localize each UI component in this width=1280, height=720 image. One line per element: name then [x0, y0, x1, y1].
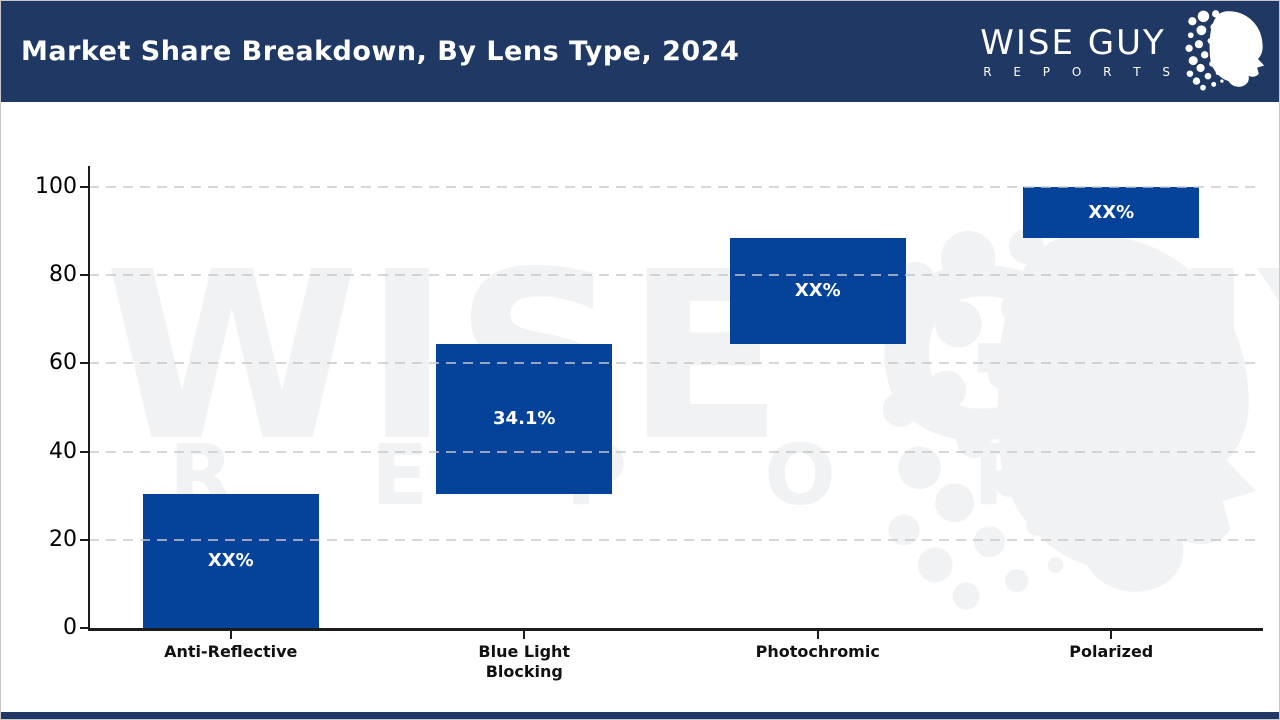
bar-value-label: 34.1%: [493, 408, 556, 430]
y-tick-label: 40: [49, 438, 77, 464]
x-tick-mark: [816, 630, 819, 639]
x-category-label: Blue Light Blocking: [478, 642, 571, 681]
watermark-head-icon: [882, 228, 1256, 610]
x-tick-mark: [1110, 630, 1113, 639]
bar-value-label: XX%: [794, 280, 841, 302]
gridline: [89, 186, 1259, 188]
bar-anti-reflective: XX%: [142, 493, 319, 628]
x-tick-mark: [229, 630, 232, 639]
bar-blue-light-blocking: 34.1%: [436, 343, 613, 494]
y-tick-mark: [80, 538, 88, 541]
gridline: [89, 538, 1259, 541]
y-axis-line: [88, 166, 90, 630]
y-tick-mark: [80, 362, 88, 365]
y-tick-label: 20: [49, 526, 77, 552]
x-category-label: Photochromic: [755, 642, 880, 661]
x-axis-line: [88, 628, 1263, 631]
y-tick-mark: [80, 274, 88, 277]
wiseguy-logo: WISE GUY R E P O R T S: [980, 8, 1279, 96]
page-title: Market Share Breakdown, By Lens Type, 20…: [21, 36, 740, 67]
y-tick-label: 100: [35, 174, 77, 199]
gridline: [89, 274, 1259, 277]
y-tick-mark: [80, 627, 88, 629]
x-tick-mark: [523, 630, 526, 639]
gridline: [89, 450, 1259, 453]
footer-bar: [1, 712, 1279, 719]
y-tick-label: 80: [49, 262, 77, 288]
y-tick-label: 0: [63, 615, 77, 640]
bar-value-label: XX%: [1088, 202, 1135, 224]
y-tick-mark: [80, 450, 88, 453]
header-bar: Market Share Breakdown, By Lens Type, 20…: [1, 1, 1279, 102]
logo-sub-text: R E P O R T S: [983, 64, 1179, 79]
x-category-label: Polarized: [1069, 642, 1154, 661]
wiseguy-wordmark: WISE GUY R E P O R T S: [980, 26, 1179, 78]
y-tick-mark: [80, 186, 88, 188]
bar-value-label: XX%: [207, 550, 254, 572]
bar-polarized: XX%: [1023, 187, 1200, 239]
x-category-label: Anti-Reflective: [164, 642, 298, 661]
wiseguy-head-icon: [1185, 9, 1265, 91]
y-tick-label: 60: [49, 350, 77, 376]
logo-name-text: WISE GUY: [980, 22, 1166, 63]
gridline: [89, 362, 1259, 365]
bar-photochromic: XX%: [729, 238, 906, 344]
